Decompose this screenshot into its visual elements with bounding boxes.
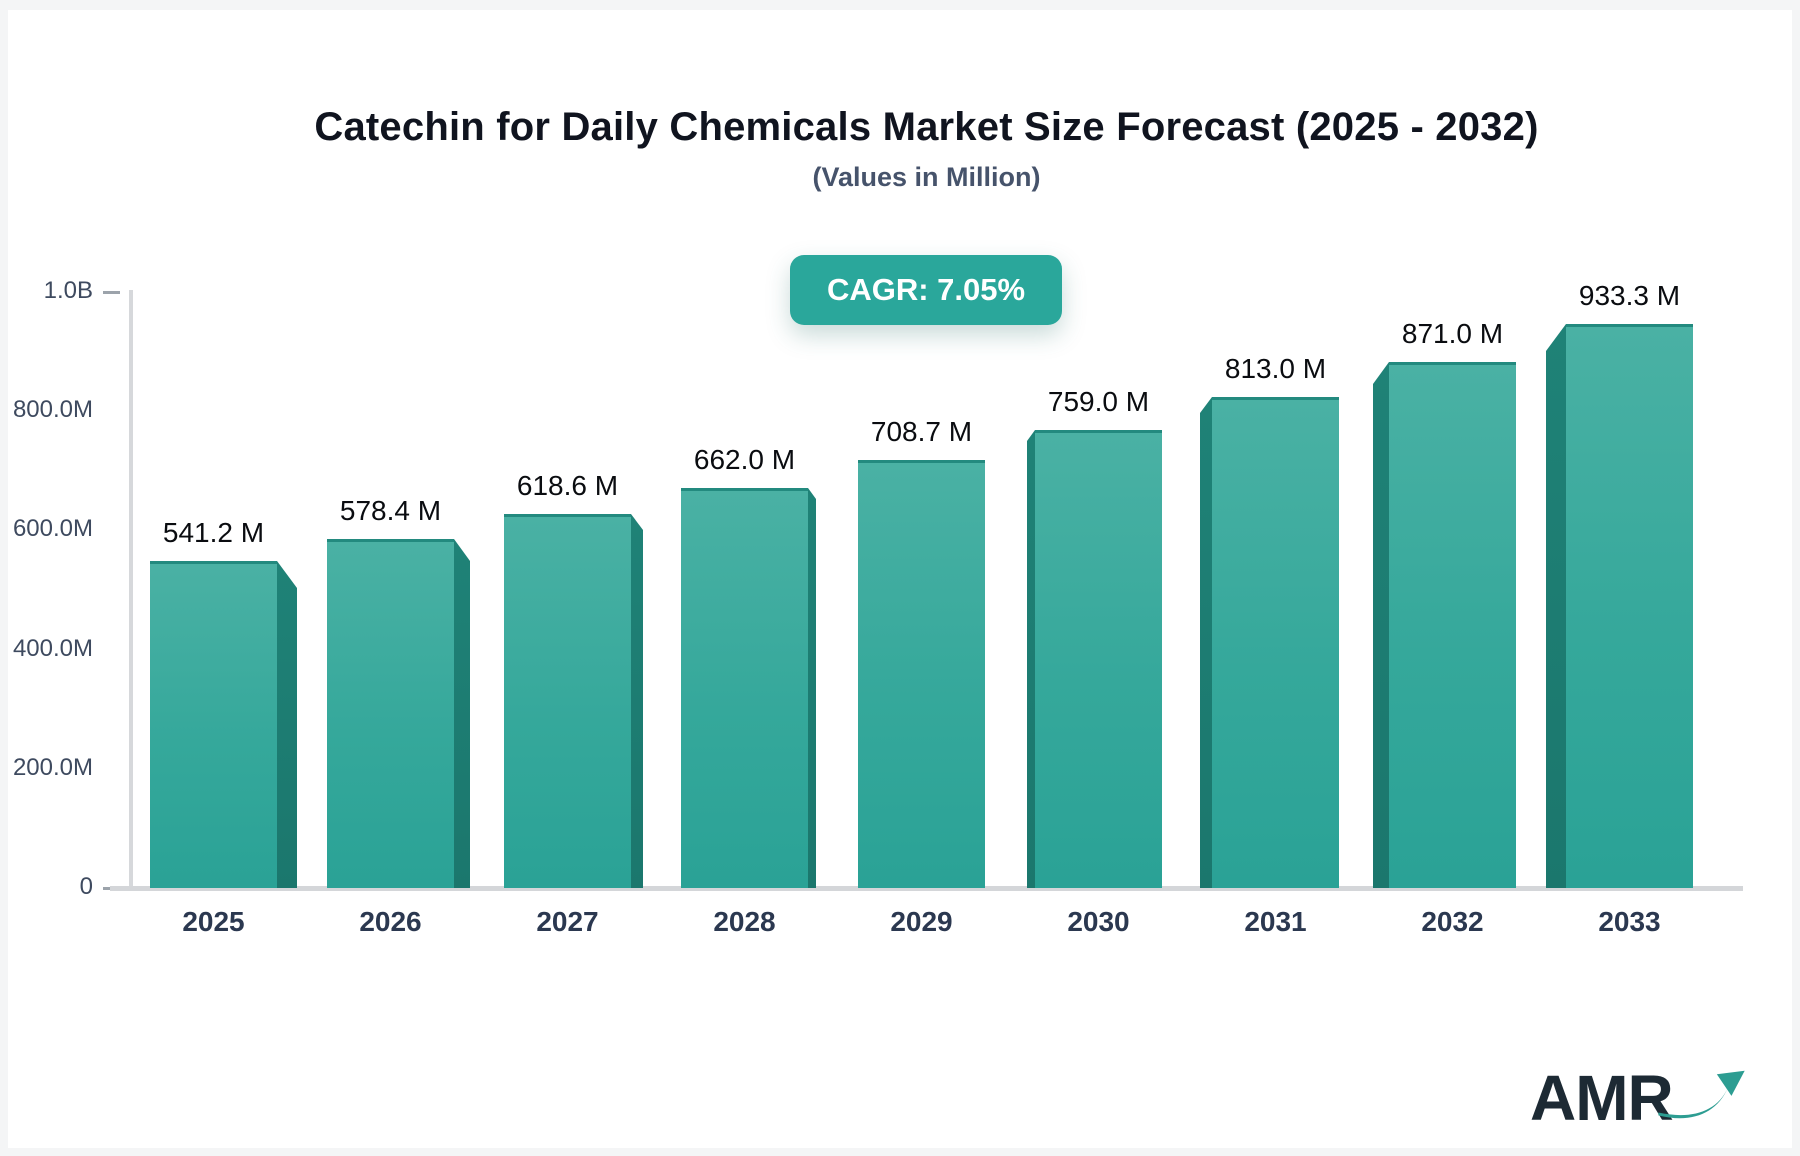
x-axis-label-2031: 2031 xyxy=(1244,906,1307,937)
x-axis-label-2026: 2026 xyxy=(359,906,422,937)
y-axis-line xyxy=(129,290,133,888)
y-axis-tick-label: 800.0M xyxy=(12,396,93,424)
bar-3d-side xyxy=(631,514,643,888)
y-axis-tick-mark xyxy=(103,291,120,294)
bar-face xyxy=(1389,362,1516,888)
bar-2025: 541.2 M xyxy=(150,517,297,888)
bar-value-label: 541.2 M xyxy=(162,517,265,548)
amr-logo-text: AMR xyxy=(1530,1062,1674,1134)
bar-face xyxy=(504,514,631,888)
y-axis-tick-label: 600.0M xyxy=(12,515,93,543)
bar-2029: 708.7 M xyxy=(858,416,985,888)
bar-2026: 578.4 M xyxy=(327,495,470,888)
y-axis-tick-label: 400.0M xyxy=(12,634,93,662)
bar-3d-side xyxy=(454,539,470,888)
x-axis-label-2030: 2030 xyxy=(1067,906,1130,937)
bar-2030: 759.0 M xyxy=(1027,386,1162,888)
bar-face xyxy=(1035,430,1162,888)
bar-value-label: 933.3 M xyxy=(1578,280,1681,311)
bar-face xyxy=(150,561,277,888)
bar-3d-side xyxy=(808,488,816,888)
bar-3d-side xyxy=(1027,430,1035,888)
cagr-badge: CAGR: 7.05% xyxy=(790,255,1062,325)
chart-title: Catechin for Daily Chemicals Market Size… xyxy=(314,105,1539,149)
x-axis-label-2032: 2032 xyxy=(1421,906,1484,937)
bar-value-label: 578.4 M xyxy=(339,495,442,526)
bar-3d-side xyxy=(1200,397,1212,888)
bar-face xyxy=(1566,324,1693,888)
bar-value-label: 662.0 M xyxy=(693,444,796,475)
bar-value-label: 708.7 M xyxy=(870,416,973,447)
bar-3d-side xyxy=(277,561,297,888)
bar-face xyxy=(858,460,985,888)
bar-face xyxy=(327,539,454,888)
bar-value-label: 759.0 M xyxy=(1047,386,1150,417)
bar-2027: 618.6 M xyxy=(504,470,643,888)
x-axis-label-2025: 2025 xyxy=(182,906,245,937)
bar-2031: 813.0 M xyxy=(1200,353,1339,888)
y-axis-tick-label: 0 xyxy=(79,873,93,900)
bar-2033: 933.3 M xyxy=(1546,280,1693,888)
bar-value-label: 618.6 M xyxy=(516,470,619,501)
bar-face xyxy=(1212,397,1339,888)
bar-face xyxy=(681,488,808,888)
chart-card: Catechin for Daily Chemicals Market Size… xyxy=(8,10,1792,1148)
y-axis-tick-label: 1.0B xyxy=(43,277,93,304)
bar-2028: 662.0 M xyxy=(681,444,816,888)
x-axis-line xyxy=(110,886,1743,891)
x-axis-label-2028: 2028 xyxy=(713,906,776,937)
bar-value-label: 871.0 M xyxy=(1401,318,1504,349)
y-axis-tick-label: 200.0M xyxy=(12,753,93,781)
bar-2032: 871.0 M xyxy=(1373,318,1516,888)
x-axis-label-2033: 2033 xyxy=(1598,906,1661,937)
bar-3d-side xyxy=(1373,362,1389,888)
x-axis-label-2029: 2029 xyxy=(890,906,953,937)
x-axis-label-2027: 2027 xyxy=(536,906,599,937)
amr-logo: AMR xyxy=(1530,1040,1750,1130)
chart-subtitle: (Values in Million) xyxy=(812,162,1041,192)
amr-logo-arrow-icon xyxy=(1658,1070,1745,1119)
bar-3d-side xyxy=(1546,324,1566,888)
bar-value-label: 813.0 M xyxy=(1224,353,1327,384)
